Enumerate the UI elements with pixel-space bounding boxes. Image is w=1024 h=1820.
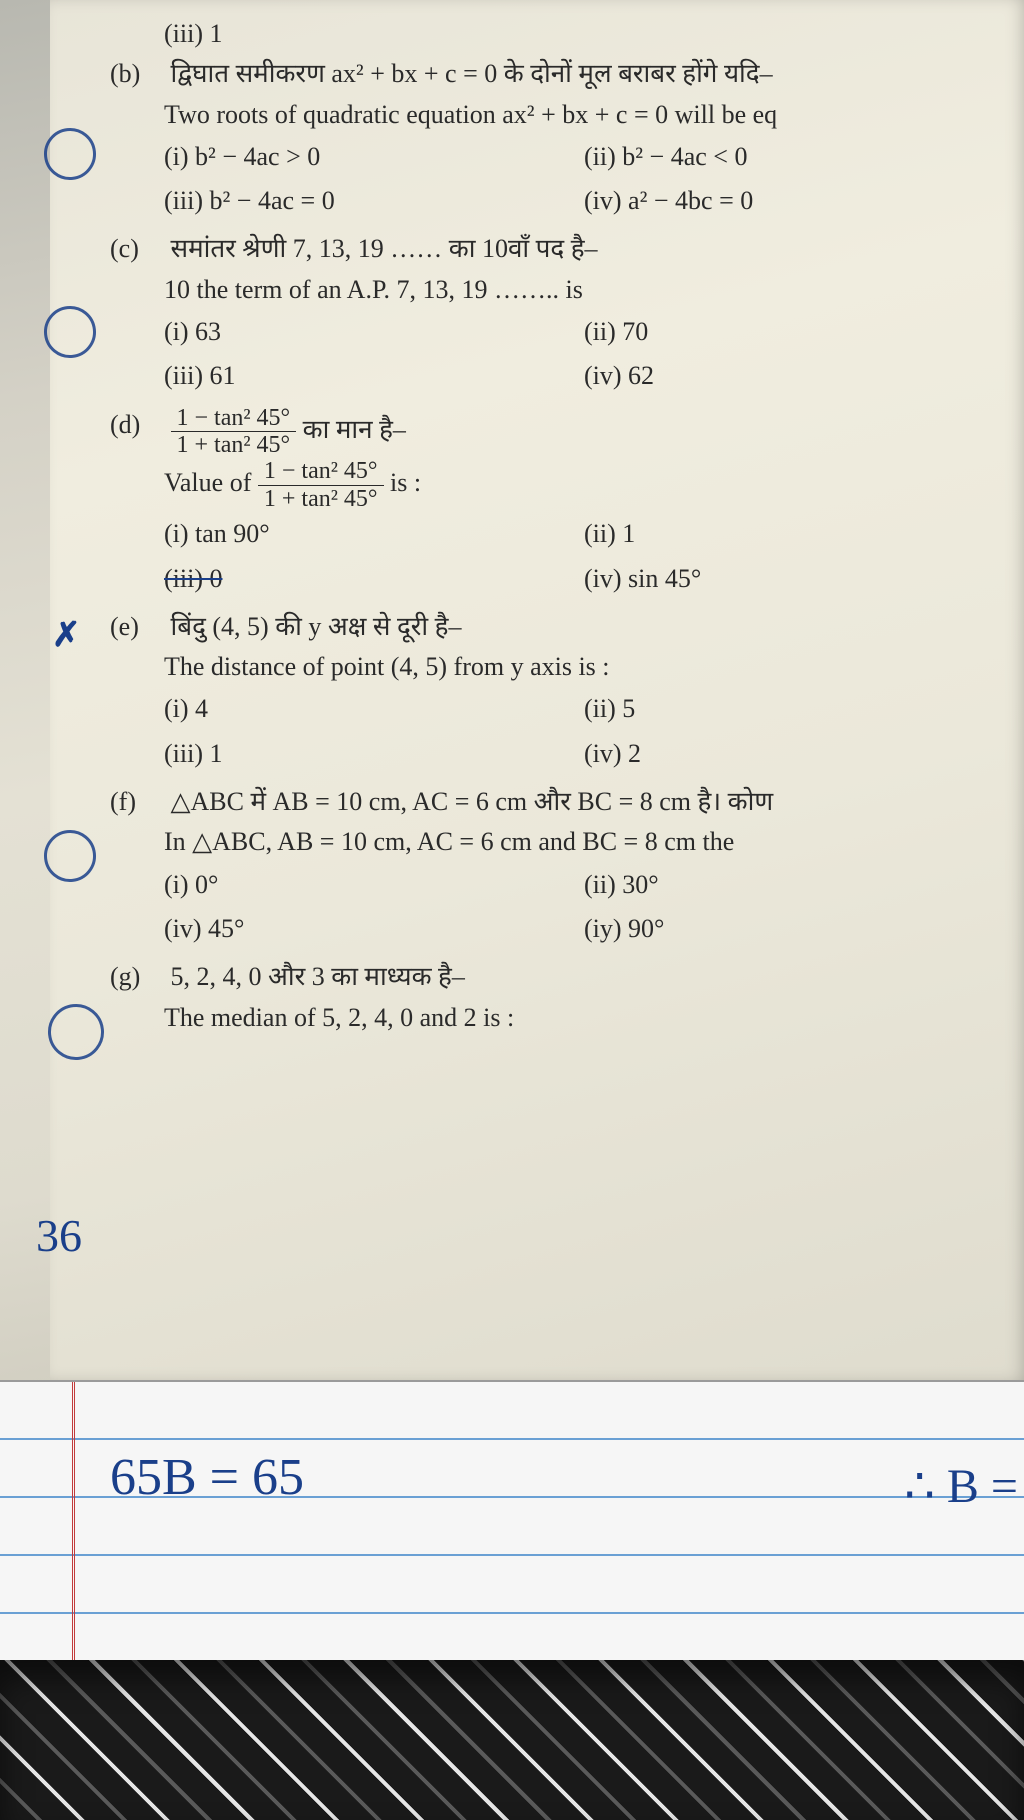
- f-text-hi: △ABC में AB = 10 cm, AC = 6 cm और BC = 8…: [171, 787, 774, 816]
- question-b: (b) द्विघात समीकरण ax² + bx + c = 0 के द…: [110, 54, 1004, 223]
- d-hi-tail: का मान है–: [303, 415, 406, 444]
- f-opt-iii: (iv) 45°: [164, 907, 584, 951]
- frac-num-en: 1 − tan² 45°: [258, 458, 384, 485]
- f-opt-ii: (ii) 30°: [584, 863, 1004, 907]
- question-c: (c) समांतर श्रेणी 7, 13, 19 …… का 10वाँ …: [110, 229, 1004, 398]
- label-e: (e): [110, 607, 164, 647]
- frac-den: 1 + tan² 45°: [171, 432, 297, 458]
- f-opt-iv: (iy) 90°: [584, 907, 1004, 951]
- label-b: (b): [110, 54, 164, 94]
- handwritten-equation: 65B = 65: [110, 1448, 304, 1507]
- d-opt-iv: (iv) sin 45°: [584, 557, 1004, 601]
- d-opt-ii: (ii) 1: [584, 512, 1004, 556]
- d-opt-iii: (iii) 0: [164, 557, 584, 601]
- d-opt-i: (i) tan 90°: [164, 512, 584, 556]
- plaid-fabric: [0, 1660, 1024, 1820]
- d-options: (i) tan 90° (ii) 1 (iii) 0 (iv) sin 45°: [110, 512, 1004, 601]
- d-en-lead: Value of: [164, 468, 258, 497]
- b-text-en: Two roots of quadratic equation ax² + bx…: [110, 95, 1004, 135]
- c-opt-i: (i) 63: [164, 310, 584, 354]
- g-text-hi: 5, 2, 4, 0 और 3 का माध्यक है–: [171, 962, 465, 991]
- b-opt-iii: (iii) b² − 4ac = 0: [164, 179, 584, 223]
- pen-circle-b: [41, 125, 98, 182]
- c-opt-iv: (iv) 62: [584, 354, 1004, 398]
- b-opt-i: (i) b² − 4ac > 0: [164, 135, 584, 179]
- e-text-en: The distance of point (4, 5) from y axis…: [110, 647, 1004, 687]
- notebook-area: 65B = 65 ∴ B =: [0, 1380, 1024, 1680]
- pen-circle-f: [45, 1001, 107, 1063]
- pre-option: (iii) 1: [110, 14, 1004, 54]
- g-text-en: The median of 5, 2, 4, 0 and 2 is :: [110, 998, 1004, 1038]
- handwritten-36: 36: [36, 1200, 82, 1271]
- b-options: (i) b² − 4ac > 0 (ii) b² − 4ac < 0 (iii)…: [110, 135, 1004, 224]
- e-options: (i) 4 (ii) 5 (iii) 1 (iv) 2: [110, 687, 1004, 776]
- label-f: (f): [110, 782, 164, 822]
- f-text-en: In △ABC, AB = 10 cm, AC = 6 cm and BC = …: [110, 822, 1004, 862]
- handwritten-therefore: ∴ B =: [904, 1458, 1018, 1514]
- f-opt-i: (i) 0°: [164, 863, 584, 907]
- d-fraction-en: 1 − tan² 45° 1 + tan² 45°: [258, 458, 384, 512]
- frac-den-en: 1 + tan² 45°: [258, 486, 384, 512]
- question-d: (d) 1 − tan² 45° 1 + tan² 45° का मान है–…: [110, 405, 1004, 601]
- e-opt-ii: (ii) 5: [584, 687, 1004, 731]
- b-opt-iv: (iv) a² − 4bc = 0: [584, 179, 1004, 223]
- d-en-tail: is :: [390, 468, 421, 497]
- pen-mark-d: ✗: [52, 610, 81, 663]
- pen-circle-e: [41, 827, 98, 884]
- d-text-en: Value of 1 − tan² 45° 1 + tan² 45° is :: [110, 458, 1004, 512]
- e-opt-i: (i) 4: [164, 687, 584, 731]
- e-text-hi: बिंदु (4, 5) की y अक्ष से दूरी है–: [171, 612, 462, 641]
- c-options: (i) 63 (ii) 70 (iii) 61 (iv) 62: [110, 310, 1004, 399]
- f-options: (i) 0° (ii) 30° (iv) 45° (iy) 90°: [110, 863, 1004, 952]
- exam-paper: (iii) 1 (b) द्विघात समीकरण ax² + bx + c …: [50, 0, 1024, 1380]
- frac-num: 1 − tan² 45°: [171, 405, 297, 432]
- d-opt-iii-text: (iii) 0: [164, 564, 223, 593]
- pen-circle-c: [41, 303, 98, 360]
- c-opt-iii: (iii) 61: [164, 354, 584, 398]
- d-fraction-hi: 1 − tan² 45° 1 + tan² 45°: [171, 405, 297, 459]
- label-c: (c): [110, 229, 164, 269]
- e-opt-iii: (iii) 1: [164, 732, 584, 776]
- e-opt-iv: (iv) 2: [584, 732, 1004, 776]
- question-e: (e) बिंदु (4, 5) की y अक्ष से दूरी है– T…: [110, 607, 1004, 776]
- c-opt-ii: (ii) 70: [584, 310, 1004, 354]
- question-f: (f) △ABC में AB = 10 cm, AC = 6 cm और BC…: [110, 782, 1004, 951]
- b-opt-ii: (ii) b² − 4ac < 0: [584, 135, 1004, 179]
- label-d: (d): [110, 405, 164, 445]
- label-g: (g): [110, 957, 164, 997]
- c-text-en: 10 the term of an A.P. 7, 13, 19 …….. is: [110, 270, 1004, 310]
- c-text-hi: समांतर श्रेणी 7, 13, 19 …… का 10वाँ पद ह…: [171, 234, 598, 263]
- question-g: (g) 5, 2, 4, 0 और 3 का माध्यक है– The me…: [110, 957, 1004, 1038]
- b-text-hi: द्विघात समीकरण ax² + bx + c = 0 के दोनों…: [171, 59, 773, 88]
